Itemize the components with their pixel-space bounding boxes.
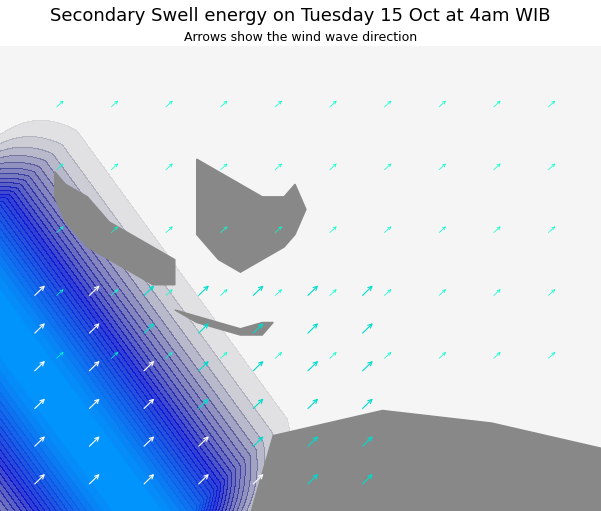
Polygon shape	[55, 172, 175, 285]
Polygon shape	[251, 410, 601, 511]
Text: Secondary Swell energy on Tuesday 15 Oct at 4am WIB: Secondary Swell energy on Tuesday 15 Oct…	[50, 7, 551, 25]
Text: Arrows show the wind wave direction: Arrows show the wind wave direction	[184, 31, 417, 44]
Polygon shape	[197, 159, 306, 272]
Polygon shape	[175, 310, 273, 335]
